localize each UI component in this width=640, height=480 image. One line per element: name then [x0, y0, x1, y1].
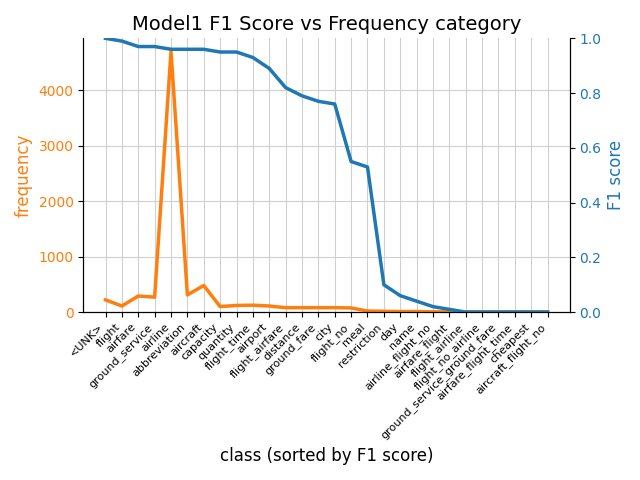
X-axis label: class (sorted by F1 score): class (sorted by F1 score): [220, 447, 433, 465]
Y-axis label: F1 score: F1 score: [607, 140, 625, 210]
Y-axis label: frequency: frequency: [15, 133, 33, 217]
Title: Model1 F1 Score vs Frequency category: Model1 F1 Score vs Frequency category: [132, 15, 521, 34]
